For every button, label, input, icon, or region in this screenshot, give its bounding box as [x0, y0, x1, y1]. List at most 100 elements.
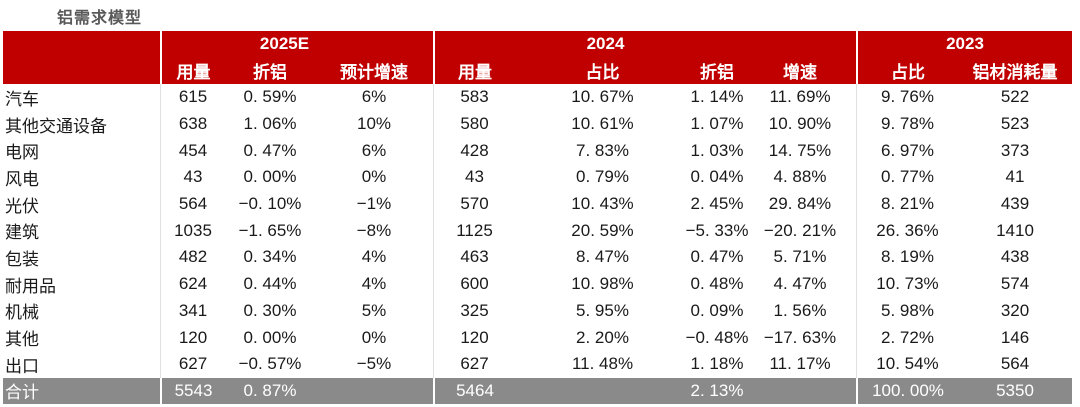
- data-cell: −1%: [356, 194, 392, 214]
- data-cell: 20. 59%: [571, 220, 634, 240]
- row-label: 包装: [5, 249, 39, 269]
- data-cell: 600: [433, 270, 515, 298]
- data-cell: 8. 47%: [576, 247, 629, 267]
- row-label: 风电: [5, 169, 39, 189]
- data-cell: −0. 57%: [238, 354, 302, 374]
- data-cell: 1410: [996, 220, 1034, 240]
- data-cell: 627: [160, 350, 225, 378]
- data-cell: −8%: [356, 220, 392, 240]
- data-cell: 522: [1000, 87, 1030, 107]
- data-cell: 482: [160, 244, 225, 271]
- data-cell: 574: [1000, 274, 1030, 294]
- data-cell: 564: [1000, 354, 1030, 374]
- data-cell: 10. 61%: [571, 114, 634, 134]
- data-cell: 43: [160, 164, 225, 191]
- data-cell: 2. 72%: [856, 324, 958, 351]
- column-header: 铝材消耗量: [958, 57, 1072, 84]
- data-cell: 0. 79%: [576, 167, 629, 187]
- total-cell: 5464: [433, 377, 515, 404]
- data-cell: 0. 34%: [243, 247, 297, 267]
- data-cell: 4%: [361, 247, 387, 267]
- data-cell: 438: [1000, 247, 1030, 267]
- data-cell: 463: [433, 244, 515, 271]
- data-cell: 373: [1000, 140, 1030, 160]
- data-cell: 0. 48%: [690, 274, 744, 294]
- data-cell: 580: [433, 110, 515, 138]
- data-cell: 0. 04%: [690, 167, 744, 187]
- column-header: 用量: [433, 57, 515, 84]
- column-header: 增速: [744, 57, 856, 84]
- row-label: 光伏: [5, 196, 39, 216]
- data-cell: 5. 95%: [576, 300, 629, 320]
- data-cell: 0. 47%: [243, 140, 297, 160]
- data-cell: 1035: [160, 217, 225, 245]
- data-cell: 6. 97%: [856, 137, 958, 165]
- data-cell: 7. 83%: [576, 140, 629, 160]
- data-cell: 26. 36%: [856, 217, 958, 245]
- data-cell: 10. 54%: [856, 350, 958, 378]
- data-cell: 0. 44%: [243, 274, 297, 294]
- total-cell: 100. 00%: [856, 377, 958, 404]
- data-cell: 341: [160, 297, 225, 325]
- data-cell: 11. 69%: [769, 87, 831, 107]
- data-cell: 0. 59%: [243, 87, 297, 107]
- data-cell: 570: [433, 190, 515, 218]
- data-cell: 2. 20%: [576, 327, 629, 347]
- column-header: 占比: [515, 57, 690, 84]
- row-label: 建筑: [5, 223, 39, 243]
- row-label: 其他交通设备: [5, 116, 107, 136]
- data-cell: 14. 75%: [768, 140, 832, 160]
- data-cell: 4. 47%: [773, 274, 827, 294]
- row-label: 电网: [5, 143, 39, 163]
- data-cell: 627: [433, 350, 515, 378]
- data-cell: 2. 45%: [690, 194, 744, 214]
- data-cell: 1. 56%: [773, 300, 827, 320]
- data-cell: 4. 88%: [773, 167, 827, 187]
- data-cell: 0. 77%: [856, 164, 958, 191]
- row-label: 耐用品: [5, 276, 56, 296]
- data-cell: 615: [160, 84, 225, 111]
- data-cell: 439: [1000, 194, 1030, 214]
- row-label: 其他: [5, 330, 39, 350]
- data-cell: 1. 14%: [690, 87, 744, 107]
- data-cell: −5%: [356, 354, 392, 374]
- data-cell: 10. 90%: [768, 114, 832, 134]
- data-cell: 0. 30%: [243, 300, 297, 320]
- data-cell: −5. 33%: [685, 220, 749, 240]
- header-group-2025e: 2025E: [160, 31, 433, 57]
- column-header: 预计增速: [315, 57, 433, 84]
- total-cell: [515, 377, 690, 404]
- data-cell: 43: [433, 164, 515, 191]
- column-header: 折铝: [225, 57, 315, 84]
- data-cell: 5. 71%: [773, 247, 827, 267]
- row-label: 出口: [5, 356, 39, 376]
- data-cell: 583: [433, 84, 515, 111]
- data-cell: −0. 48%: [685, 327, 749, 347]
- total-cell: 0. 87%: [225, 377, 315, 404]
- data-cell: 0%: [361, 167, 387, 187]
- total-cell: 5543: [160, 377, 225, 404]
- data-cell: 10. 73%: [856, 270, 958, 298]
- row-label: 机械: [5, 303, 39, 323]
- total-row-label: 合计: [3, 377, 160, 404]
- total-cell: 2. 13%: [690, 377, 744, 404]
- total-cell: [744, 377, 856, 404]
- column-header: 折铝: [690, 57, 744, 84]
- data-cell: 1. 07%: [690, 114, 744, 134]
- data-cell: 6%: [361, 140, 387, 160]
- data-cell: 320: [1000, 300, 1030, 320]
- data-cell: 10. 43%: [571, 194, 634, 214]
- data-cell: −17. 63%: [763, 327, 837, 347]
- data-cell: 454: [160, 137, 225, 165]
- data-cell: 29. 84%: [768, 194, 832, 214]
- data-cell: −1. 65%: [238, 220, 302, 240]
- row-label: 汽车: [5, 89, 39, 109]
- data-cell: 120: [160, 324, 225, 351]
- column-header: 占比: [856, 57, 958, 84]
- data-cell: 11. 48%: [571, 354, 634, 374]
- data-cell: 5%: [361, 300, 387, 320]
- data-cell: 0. 47%: [690, 247, 744, 267]
- data-cell: 9. 78%: [856, 110, 958, 138]
- data-cell: 146: [1000, 327, 1030, 347]
